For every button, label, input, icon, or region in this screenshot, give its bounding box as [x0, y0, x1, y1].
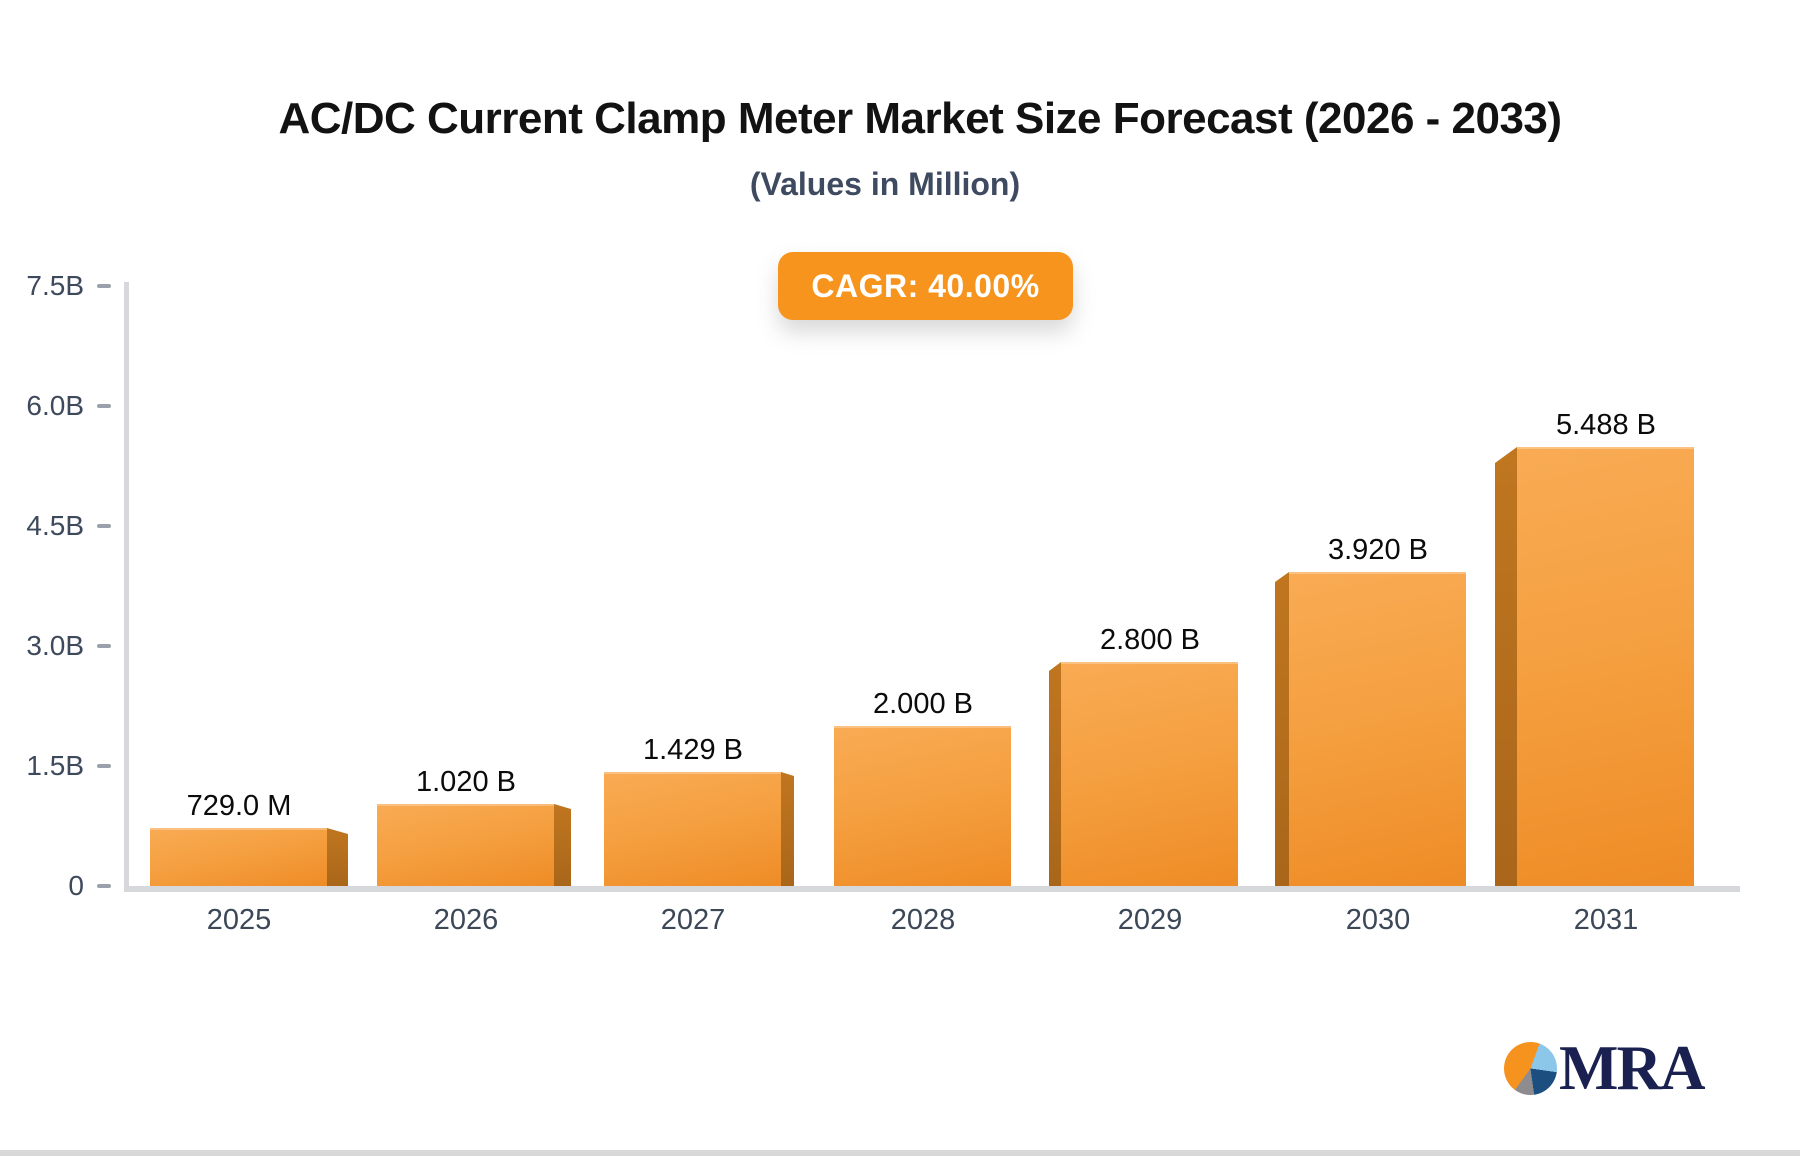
bar-side-2026 [554, 804, 571, 886]
bar-side-2031 [1495, 447, 1517, 886]
bar-side-2027 [781, 772, 794, 886]
bar-value-label: 3.920 B [1328, 534, 1428, 566]
logo-pie-icon [1504, 1041, 1557, 1095]
bar-value-label: 5.488 B [1556, 409, 1656, 441]
bar-2027 [604, 772, 781, 886]
bar-value-label: 2.800 B [1100, 624, 1200, 656]
y-tick-label: 0 [68, 870, 84, 901]
bar-2028 [834, 726, 1011, 886]
bar-value-label: 729.0 M [186, 790, 292, 822]
x-axis-label-2030: 2030 [1345, 904, 1411, 936]
y-tick-label: 6.0B [26, 390, 84, 421]
x-axis-label-2031: 2031 [1573, 904, 1639, 936]
x-axis-line [124, 886, 1740, 892]
bar-side-2030 [1275, 572, 1289, 886]
logo: MRA [1504, 1033, 1705, 1103]
bar-value-label: 1.429 B [643, 734, 743, 766]
y-tick-mark [97, 884, 111, 888]
x-axis-label-2027: 2027 [660, 904, 726, 936]
x-axis-label-2028: 2028 [890, 904, 956, 936]
y-tick-mark [97, 284, 111, 288]
logo-text: MRA [1559, 1033, 1705, 1103]
cagr-badge-label: CAGR: 40.00% [811, 267, 1040, 304]
y-tick-mark [97, 764, 111, 768]
y-tick-label: 7.5B [26, 270, 84, 301]
x-axis-label-2026: 2026 [433, 904, 499, 936]
y-tick-mark [97, 524, 111, 528]
x-axis-label-2029: 2029 [1117, 904, 1183, 936]
chart-subtitle: (Values in Million) [749, 166, 1021, 202]
bar-side-2025 [327, 828, 348, 886]
bottom-edge-divider [0, 1150, 1800, 1156]
y-axis-line [124, 282, 129, 892]
bar-side-2029 [1049, 662, 1061, 886]
bar-2025 [150, 828, 327, 886]
bar-2026 [377, 804, 554, 886]
y-tick-mark [97, 404, 111, 408]
x-axis-label-2025: 2025 [206, 904, 272, 936]
y-tick-label: 3.0B [26, 630, 84, 661]
bar-value-label: 1.020 B [416, 766, 516, 798]
cagr-badge: CAGR: 40.00% [778, 252, 1073, 320]
bar-2029 [1061, 662, 1238, 886]
y-tick-label: 1.5B [26, 750, 84, 781]
bar-value-label: 2.000 B [873, 688, 973, 720]
chart-title: AC/DC Current Clamp Meter Market Size Fo… [278, 94, 1562, 143]
bar-2031 [1517, 447, 1694, 886]
y-tick-label: 4.5B [26, 510, 84, 541]
y-tick-mark [97, 644, 111, 648]
bar-2030 [1289, 572, 1466, 886]
